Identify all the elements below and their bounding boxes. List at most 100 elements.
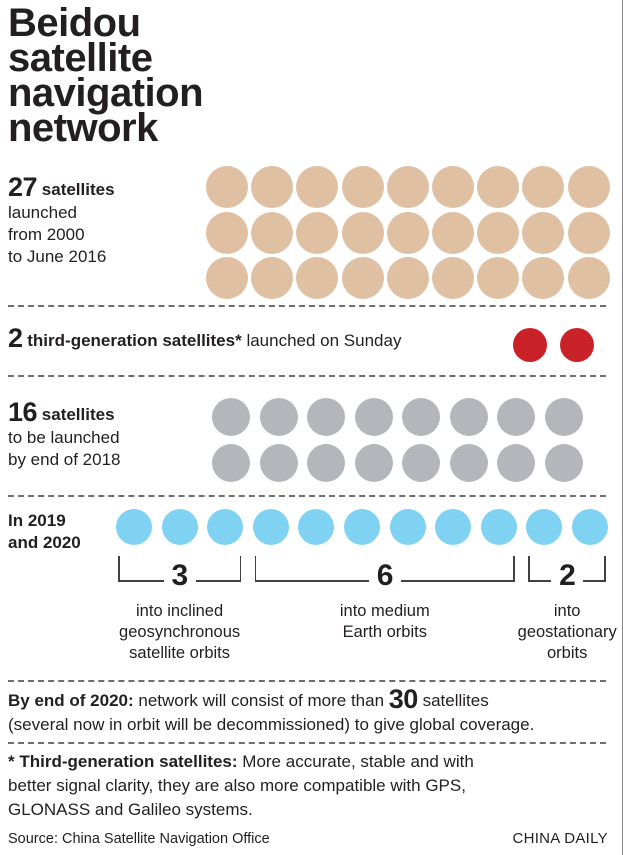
footnote-line-2: better signal clarity, they are also mor… [8, 776, 466, 795]
summary-text-after: satellites [422, 691, 489, 710]
planned-body-line-1: to be launched [8, 428, 120, 447]
satellite-dot-launched [567, 166, 610, 208]
satellite-dot-future [480, 509, 517, 545]
satellite-dot-planned [354, 398, 393, 436]
group-label-line-1: into inclined [136, 602, 224, 620]
satellite-dot-planned [307, 398, 345, 436]
launched-body-line-1: launched [8, 203, 78, 222]
group-label-line-3: satellite orbits [129, 644, 231, 662]
satellite-dot-launched [341, 211, 384, 254]
launched-body: launched from 2000 to June 2016 [8, 202, 115, 268]
summary-line-1: By end of 2020: network will consist of … [8, 684, 616, 714]
satellite-dot-launched [386, 211, 429, 254]
future-label-line-2: and 2020 [8, 533, 81, 552]
bracket-bar-right [583, 580, 606, 582]
satellite-dot-launched [386, 166, 429, 208]
satellite-dot-future [389, 509, 426, 545]
bracket-right-tick [513, 556, 515, 582]
footnote-line-3: GLONASS and Galileo systems. [8, 800, 253, 819]
satellite-dot-launched [432, 166, 474, 208]
satellite-dot-planned [259, 398, 298, 436]
group-bracket: 6 [254, 556, 515, 591]
page-title: Beidou satellite navigation network [8, 1, 238, 150]
future-caption: In 2019 and 2020 [8, 510, 81, 554]
source-label: Source: China Satellite Navigation Offic… [8, 831, 270, 847]
title-line-3: navigation [8, 71, 204, 115]
planned-count-label: satellites [41, 405, 115, 424]
title-line-4: network [8, 106, 158, 150]
satellite-dot-planned [307, 444, 345, 482]
footnote-block: * Third-generation satellites: More accu… [8, 750, 608, 822]
group-bracket: 3 [118, 556, 242, 591]
future-label-line-1: In 2019 [8, 511, 66, 530]
summary-big-number: 30 [388, 684, 419, 714]
satellite-dot-launched [296, 257, 339, 299]
title-line-1: Beidou [8, 1, 141, 45]
divider-1 [8, 305, 606, 307]
bracket-right-tick [604, 556, 606, 582]
group-label-line-2: geosynchronous [119, 623, 241, 641]
footnote-line-1-rest: More accurate, stable and with [242, 752, 474, 771]
planned-body-line-2: by end of 2018 [8, 450, 121, 469]
launched-headline: 27 satellites [8, 172, 115, 202]
satellite-dot-launched [206, 257, 248, 299]
bracket-bar-left [118, 580, 164, 582]
thirdgen-line: 2 third-generation satellites* launched … [8, 325, 402, 352]
thirdgen-bold-text: third-generation satellites* [27, 331, 242, 350]
satellite-dot-planned [544, 444, 583, 482]
launched-body-line-3: to June 2016 [8, 247, 107, 266]
group-label: into medium Earth orbits [275, 601, 495, 643]
satellite-dot-planned [354, 444, 393, 482]
summary-lead: By end of 2020: [8, 691, 134, 710]
satellite-dot-launched [567, 257, 610, 299]
satellite-dot-future [116, 509, 152, 545]
group-label: into geostationary orbits [457, 601, 623, 664]
divider-5 [8, 742, 606, 744]
satellite-dot-launched [432, 257, 474, 299]
satellite-dot-launched [251, 211, 294, 254]
satellite-dot-future [161, 509, 198, 545]
group-label-line-2: geostationary [517, 623, 617, 641]
group-label-line-1: into medium [339, 602, 430, 620]
planned-count: 16 [8, 397, 38, 427]
summary-text-before: network will consist of more than [138, 691, 385, 710]
bracket-bar-right [400, 580, 515, 582]
satellite-dot-launched [432, 211, 474, 254]
group-label-line-1: into [553, 602, 581, 620]
satellite-dot-planned [402, 398, 440, 436]
satellite-dot-future [435, 509, 472, 545]
satellite-dot-planned [402, 444, 440, 482]
group-bracket: 2 [528, 556, 606, 591]
footnote-lead: * Third-generation satellites: [8, 752, 238, 771]
satellite-dot-launched [206, 211, 248, 254]
satellite-dot-launched [206, 166, 248, 208]
satellite-dot-launched [341, 257, 384, 299]
satellite-dot-launched [522, 257, 565, 299]
thirdgen-normal-text: launched on Sunday [246, 331, 402, 350]
divider-4 [8, 680, 606, 682]
summary-line-2: (several now in orbit will be decommissi… [8, 715, 535, 734]
satellite-dot-launched [296, 211, 339, 254]
launched-count: 27 [8, 172, 38, 202]
satellite-dot-launched [477, 211, 520, 254]
credit-label: CHINA DAILY [512, 830, 608, 847]
satellite-dot-launched [477, 166, 520, 208]
satellite-dot-launched [341, 166, 384, 208]
thirdgen-count: 2 [8, 323, 23, 353]
group-label-line-3: orbits [547, 644, 588, 662]
satellite-dot-planned [259, 444, 298, 482]
divider-2 [8, 375, 606, 377]
launched-count-label: satellites [41, 180, 115, 199]
group-label: into inclined geosynchronous satellite orb… [70, 601, 290, 664]
bracket-left-tick [118, 556, 120, 582]
bracket-right-tick [239, 556, 242, 582]
group-count: 6 [372, 561, 397, 591]
launched-caption: 27 satellites launched from 2000 to June… [8, 172, 115, 268]
divider-3 [8, 495, 606, 497]
bracket-left-tick [254, 556, 257, 582]
satellite-dot-launched [386, 257, 429, 299]
group-label-line-2: Earth orbits [342, 623, 427, 641]
group-count: 2 [555, 561, 580, 591]
satellite-dot-planned [212, 444, 250, 482]
